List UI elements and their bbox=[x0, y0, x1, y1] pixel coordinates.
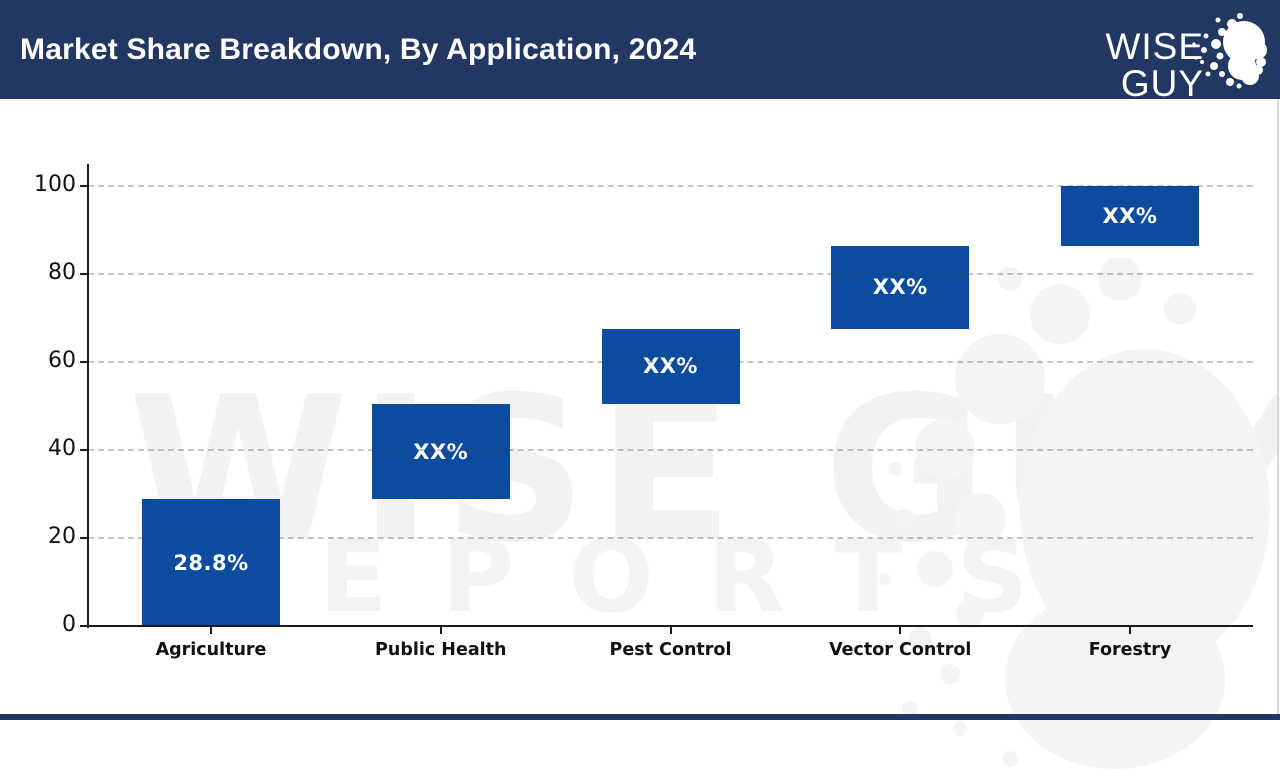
header-banner: Market Share Breakdown, By Application, … bbox=[0, 0, 1280, 120]
bar-value-label: 28.8% bbox=[173, 550, 249, 575]
y-axis-line bbox=[87, 164, 89, 628]
x-axis-tick-mark bbox=[210, 626, 212, 634]
bar-forestry: XX% bbox=[1061, 186, 1199, 246]
x-axis-category-label: Public Health bbox=[375, 640, 507, 660]
bar-vector-control: XX% bbox=[831, 245, 970, 329]
footer-bar bbox=[0, 714, 1280, 720]
x-axis-line bbox=[83, 625, 1253, 627]
wise-guy-logo: WISE GUY REPORTS bbox=[1030, 6, 1270, 120]
x-axis-tick-mark bbox=[899, 626, 902, 634]
x-axis-tick-mark bbox=[669, 626, 672, 634]
y-axis-tick-mark bbox=[80, 185, 87, 187]
y-axis-tick-mark bbox=[80, 273, 87, 275]
x-axis-category-label: Forestry bbox=[1088, 640, 1172, 660]
bar-value-label: XX% bbox=[872, 275, 928, 300]
bar-agriculture: 28.8% bbox=[142, 499, 280, 626]
gridline-60 bbox=[88, 361, 1253, 363]
y-axis-tick-label: 80 bbox=[48, 260, 76, 285]
bar-value-label: XX% bbox=[643, 354, 698, 379]
x-axis-tick-mark bbox=[1129, 626, 1131, 634]
x-axis-category-label: Vector Control bbox=[829, 640, 972, 660]
x-axis-category-label: Agriculture bbox=[155, 640, 267, 660]
bar-public-health: XX% bbox=[371, 403, 510, 500]
y-axis-tick-label: 20 bbox=[48, 524, 76, 549]
logo-wordmark: WISE GUY bbox=[1105, 26, 1204, 104]
bar-pest-control: XX% bbox=[601, 328, 740, 404]
bar-value-label: XX% bbox=[413, 439, 469, 464]
gridline-100 bbox=[88, 185, 1253, 187]
y-axis-tick-label: 40 bbox=[48, 436, 76, 461]
right-edge-divider bbox=[1277, 99, 1279, 714]
bar-value-label: XX% bbox=[1102, 203, 1158, 228]
y-axis-tick-mark bbox=[80, 361, 87, 363]
face-profile-icon bbox=[1192, 13, 1267, 89]
y-axis-tick-label: 60 bbox=[48, 348, 76, 373]
gridline-20 bbox=[88, 537, 1253, 539]
page-title: Market Share Breakdown, By Application, … bbox=[20, 32, 697, 66]
x-axis-tick-mark bbox=[439, 626, 442, 634]
y-axis-tick-label: 0 bbox=[62, 612, 76, 637]
y-axis-tick-mark bbox=[80, 449, 87, 451]
chart-area: WISE GUY REPORTS 0 20 40 60 80 100 28.8% XX% XX%… bbox=[0, 99, 1280, 769]
y-axis-tick-mark bbox=[80, 537, 87, 539]
gridline-40 bbox=[88, 449, 1253, 451]
y-axis-tick-label: 100 bbox=[34, 172, 76, 197]
x-axis-category-label: Pest Control bbox=[609, 640, 732, 660]
gridline-80 bbox=[88, 273, 1253, 275]
